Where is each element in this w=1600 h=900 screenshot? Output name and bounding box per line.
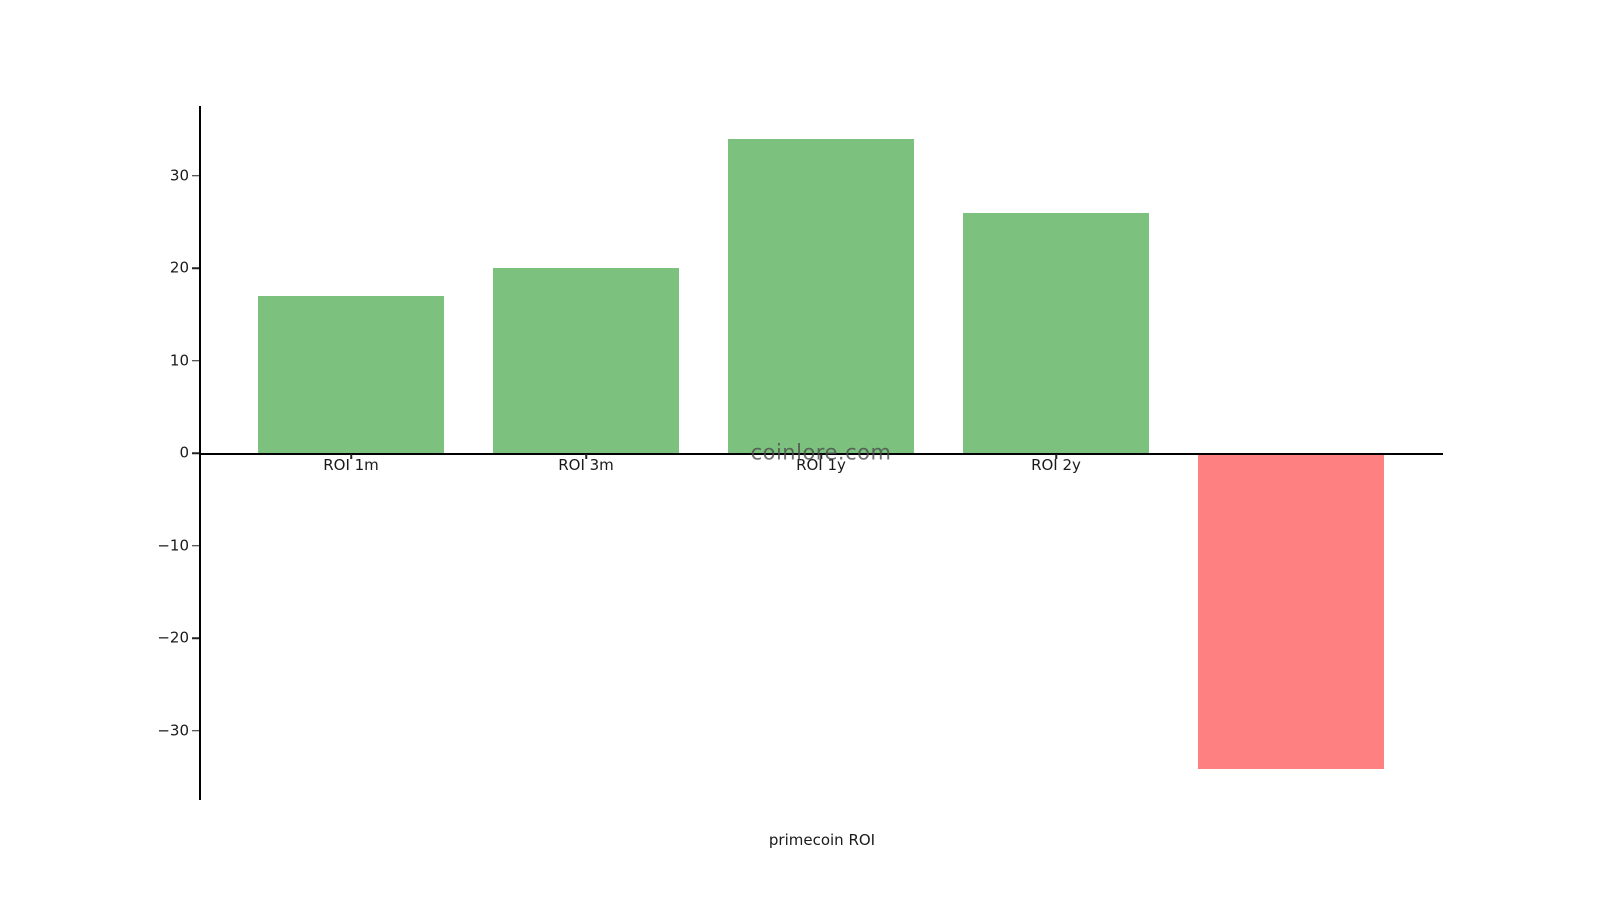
x-tick-mark-roi-1y: [820, 454, 822, 459]
x-tick-mark-roi-1m: [350, 454, 352, 459]
y-tick-mark-10: [192, 544, 199, 547]
x-axis-title: primecoin ROI: [768, 831, 876, 849]
x-tick-mark-roi-3m: [585, 454, 587, 459]
y-tick-label-20: −20: [157, 628, 189, 647]
y-tick-mark-20: [192, 267, 199, 269]
y-tick-mark-10: [192, 359, 199, 362]
y-tick-label-10: 10: [169, 351, 189, 369]
bar-roi-2y: [963, 212, 1149, 453]
x-tick-label-roi-1m: ROI 1m: [323, 456, 379, 474]
y-tick-label-0: 0: [179, 443, 189, 462]
bar-unlabeled-5: [1198, 454, 1384, 769]
bar-roi-1y: [728, 138, 914, 453]
y-tick-label-10: −10: [157, 536, 189, 554]
x-axis-line: [199, 453, 1443, 455]
y-tick-mark-30: [192, 729, 199, 732]
watermark: coinlore.com: [750, 440, 892, 465]
x-tick-label-roi-2y: ROI 2y: [1031, 456, 1081, 474]
y-tick-mark-0: [192, 452, 199, 454]
x-tick-label-roi-3m: ROI 3m: [558, 456, 614, 474]
x-tick-label-roi-1y: ROI 1y: [796, 456, 846, 474]
y-tick-label-30: 30: [169, 166, 189, 184]
bar-roi-3m: [493, 268, 679, 453]
bar-roi-1m: [258, 295, 444, 453]
y-tick-label-30: −30: [157, 721, 189, 739]
y-tick-label-20: 20: [169, 258, 189, 277]
x-tick-mark-roi-2y: [1055, 454, 1057, 459]
y-tick-mark-20: [192, 637, 199, 639]
y-tick-mark-30: [192, 174, 199, 177]
